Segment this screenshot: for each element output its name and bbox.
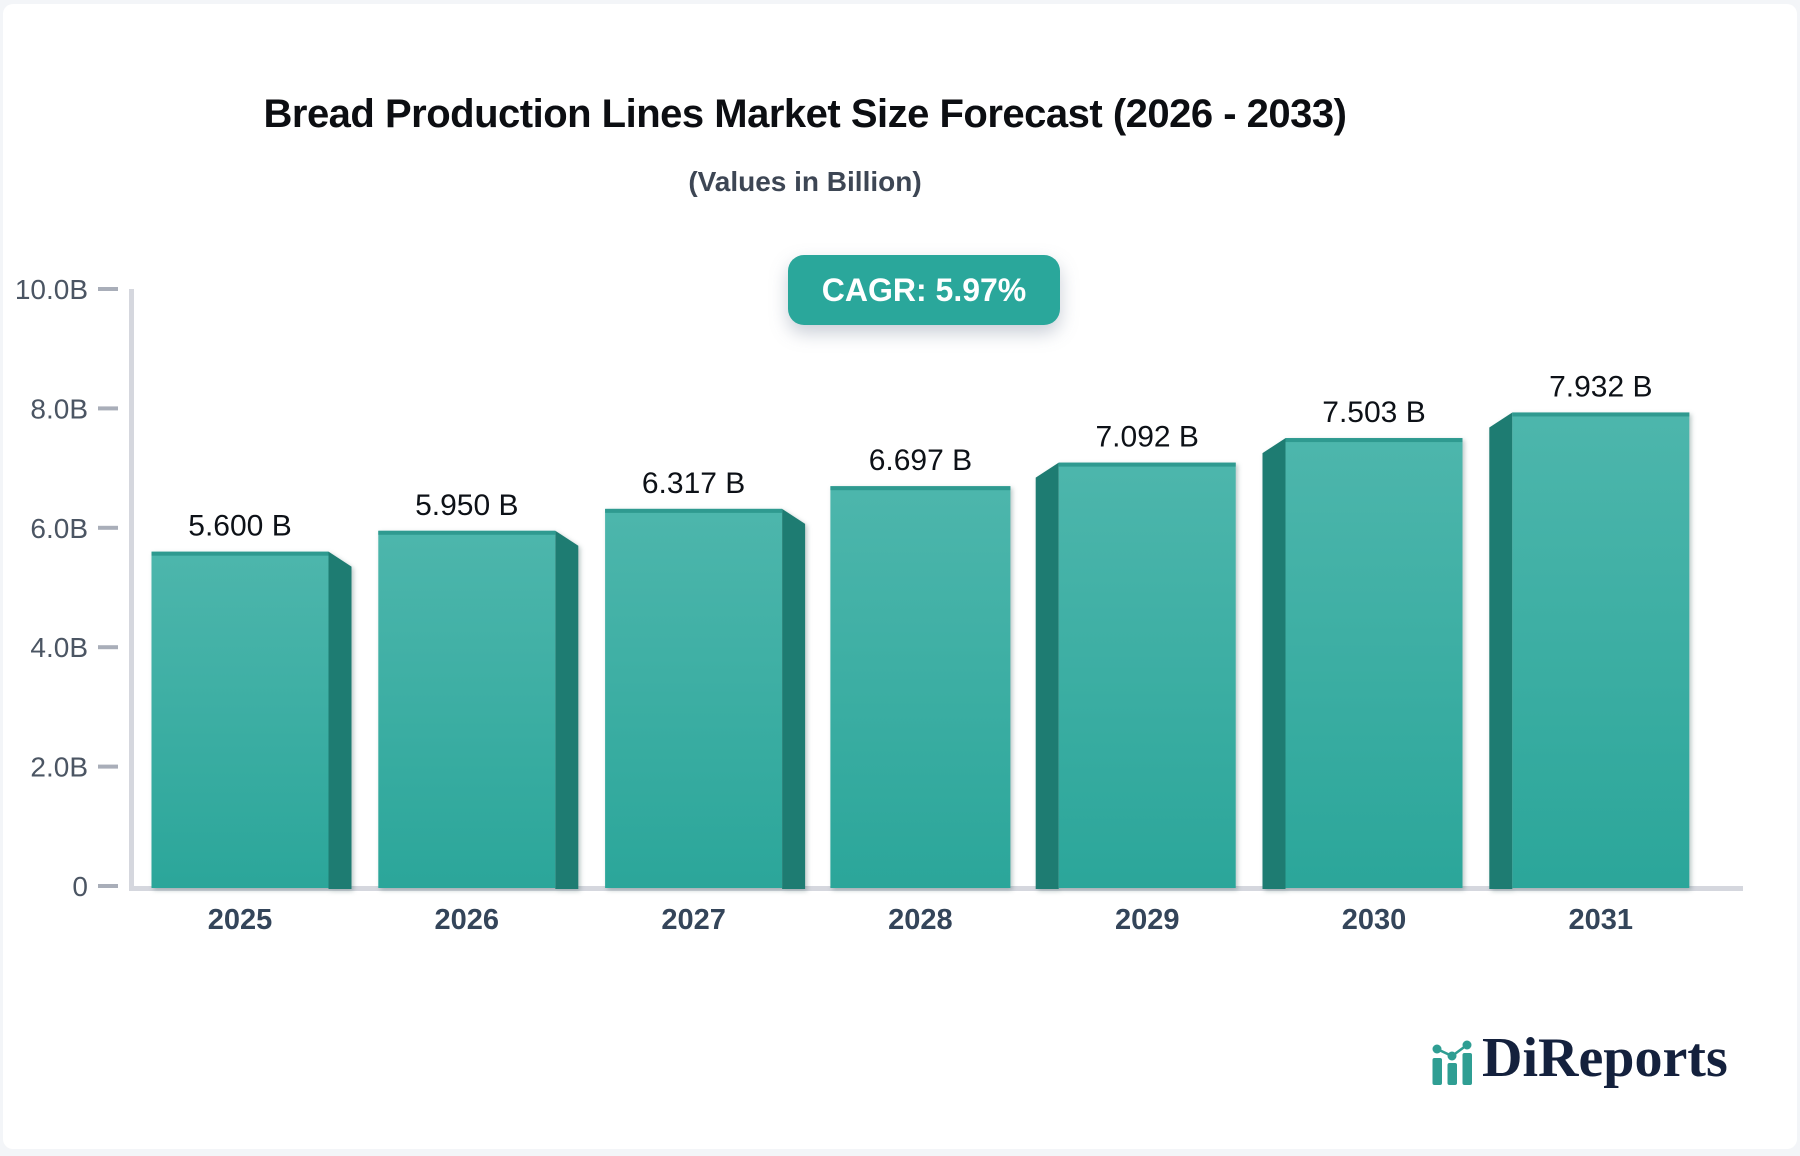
y-tick-label-8.0B: 8.0B [30, 393, 88, 424]
bar-front-face [1058, 462, 1236, 888]
value-label-2031: 7.932 B [1549, 370, 1652, 403]
bar-front-face [1512, 412, 1690, 888]
y-tick-label-4.0B: 4.0B [30, 632, 88, 663]
x-tick-label-2026: 2026 [435, 904, 500, 936]
y-tick-label-10.0B: 10.0B [15, 274, 88, 305]
bar-2026 [378, 530, 579, 889]
x-tick-label-2027: 2027 [661, 904, 726, 936]
bar-side-face [1035, 462, 1059, 889]
value-label-2026: 5.950 B [415, 489, 518, 522]
x-tick-label-2029: 2029 [1115, 904, 1180, 936]
x-axis-line [129, 886, 1743, 891]
value-label-2028: 6.697 B [869, 444, 972, 477]
y-tick-dash-4.0B [98, 645, 118, 650]
bar-2027 [605, 508, 806, 889]
y-tick-dash-0 [98, 884, 118, 888]
x-tick-label-2025: 2025 [208, 904, 273, 936]
bar-2029 [1035, 462, 1236, 889]
bar-front-face [830, 486, 1011, 888]
y-axis-line [129, 289, 134, 891]
bar-front-face [605, 508, 783, 888]
bar-side-face [328, 551, 352, 889]
chart-title: Bread Production Lines Market Size Forec… [263, 92, 1347, 136]
cagr-badge: CAGR: 5.97% [788, 255, 1060, 325]
y-tick-dash-8.0B [98, 406, 118, 411]
bar-2025 [151, 551, 352, 889]
bar-side-face [1262, 438, 1286, 889]
bar-top-edge [1058, 462, 1236, 467]
bar-top-edge [1285, 438, 1463, 443]
bar-top-edge [830, 486, 1011, 491]
bar-top-edge [605, 508, 783, 513]
bar-side-face [555, 530, 579, 889]
y-tick-dash-6.0B [98, 525, 118, 530]
bar-side-face [782, 508, 806, 889]
x-tick-label-2030: 2030 [1342, 904, 1407, 936]
bar-top-edge [151, 551, 329, 556]
direports-logo: DiReports [1430, 1026, 1728, 1086]
bar-2031 [1489, 412, 1690, 889]
y-tick-label-0: 0 [72, 871, 88, 902]
x-tick-label-2028: 2028 [888, 904, 953, 936]
value-label-2030: 7.503 B [1322, 396, 1425, 429]
y-tick-label-6.0B: 6.0B [30, 513, 88, 544]
bar-front-face [151, 551, 329, 888]
direports-logo-icon [1432, 1040, 1472, 1085]
bar-2030 [1262, 438, 1463, 889]
bar-front-face [1285, 438, 1463, 888]
bar-side-face [1489, 412, 1513, 889]
bar-front-face [378, 530, 556, 888]
y-tick-dash-2.0B [98, 764, 118, 769]
y-tick-dash-10.0B [98, 287, 118, 291]
chart-subtitle: (Values in Billion) [688, 166, 922, 197]
bar-top-edge [378, 530, 556, 535]
value-label-2027: 6.317 B [642, 467, 745, 500]
value-label-2025: 5.600 B [188, 510, 291, 543]
bar-top-edge [1512, 412, 1690, 417]
y-tick-label-2.0B: 2.0B [30, 752, 88, 783]
bar-2028 [830, 486, 1011, 888]
value-label-2029: 7.092 B [1095, 421, 1198, 454]
x-tick-label-2031: 2031 [1569, 904, 1634, 936]
direports-logo-text: DiReports [1482, 1027, 1728, 1089]
